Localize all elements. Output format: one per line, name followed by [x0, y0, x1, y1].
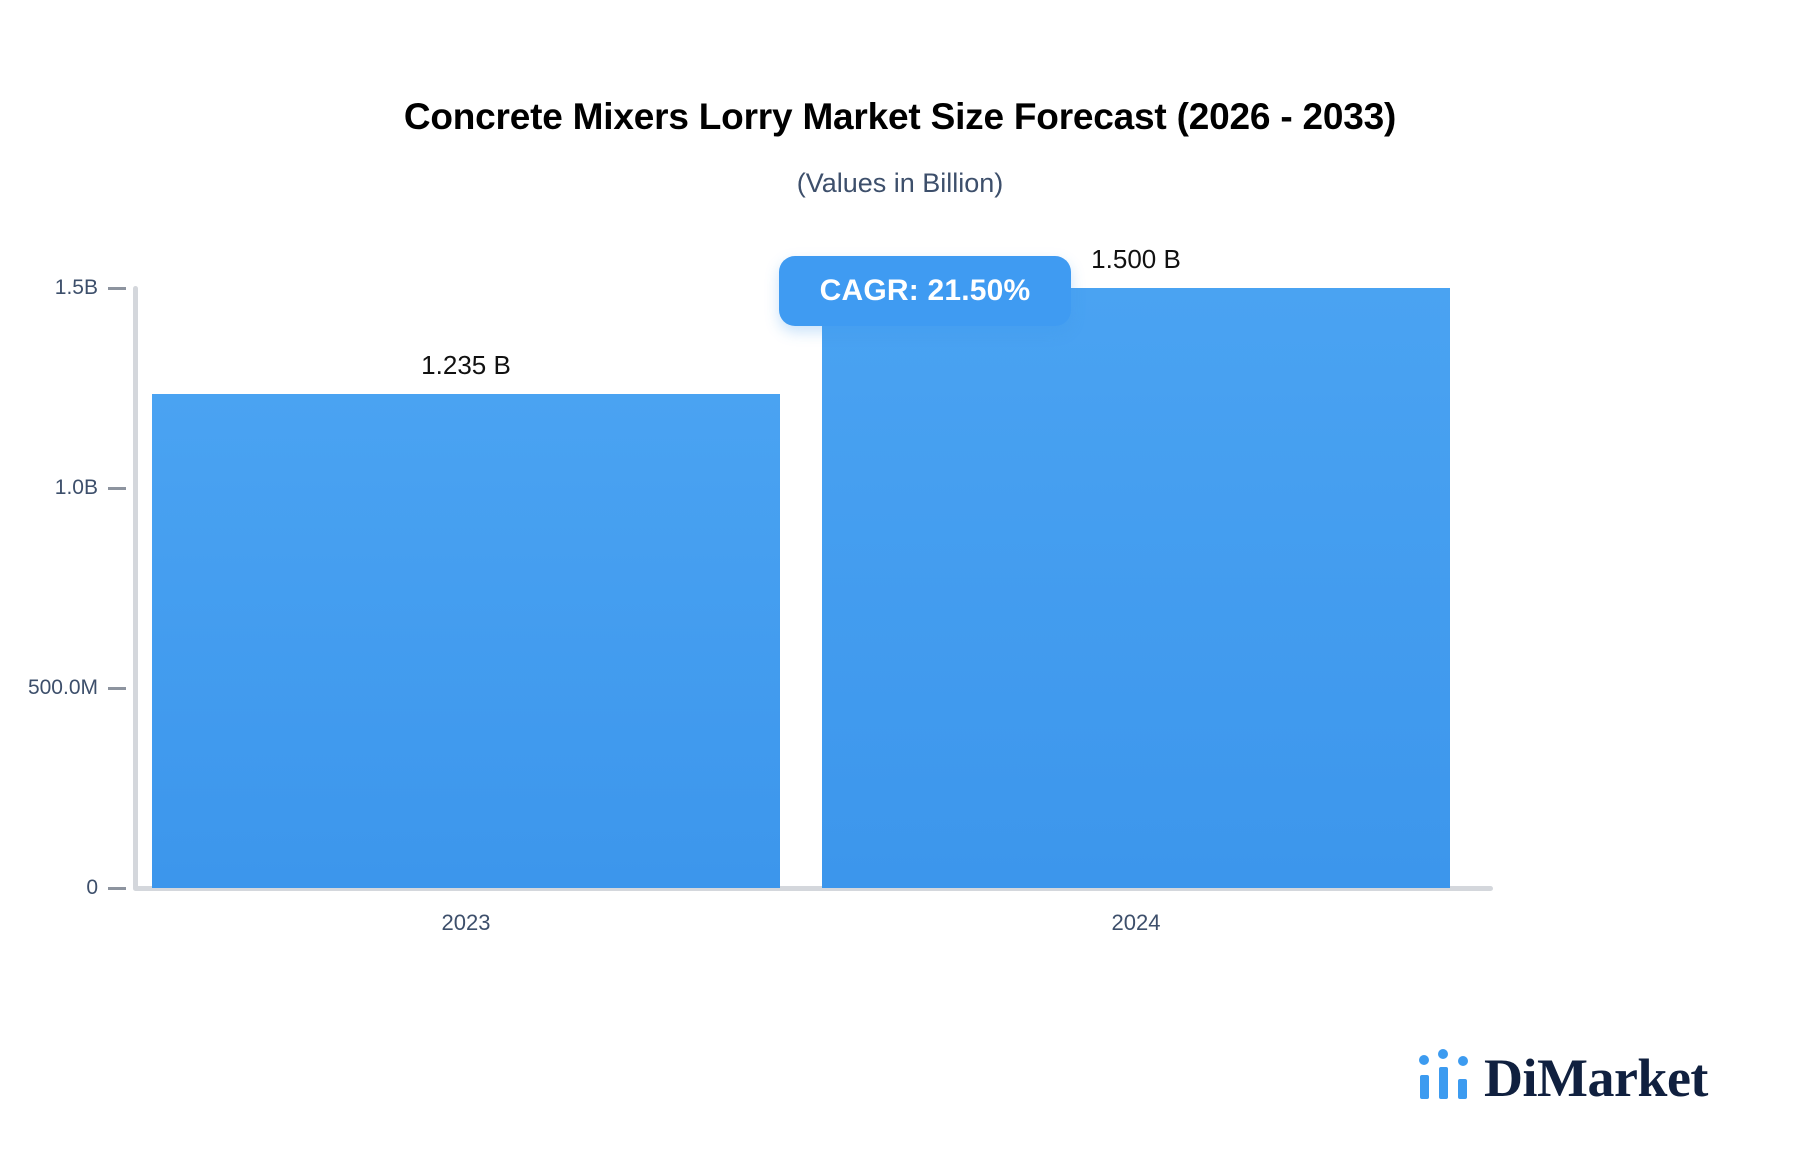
chart-title: Concrete Mixers Lorry Market Size Foreca… — [403, 96, 1397, 137]
y-tick-label: 500.0M — [27, 676, 98, 699]
y-axis-line — [133, 286, 138, 890]
cagr-badge-label: CAGR: 21.50% — [819, 274, 1031, 307]
y-tick-label: 1.5B — [54, 276, 98, 299]
x-axis-line — [133, 886, 1493, 891]
chart-subtitle: (Values in Billion) — [796, 168, 1004, 198]
bar[interactable] — [152, 394, 780, 888]
y-tick-mark — [108, 487, 126, 490]
bar-chart-icon — [1418, 1048, 1470, 1108]
y-tick-label: 1.0B — [54, 476, 98, 499]
cagr-badge[interactable]: CAGR: 21.50% — [779, 256, 1071, 326]
logo-wordmark: DiMarket — [1484, 1048, 1708, 1108]
bar[interactable] — [822, 288, 1450, 888]
y-tick-mark — [108, 887, 126, 890]
bar-value-label: 1.500 B — [1091, 244, 1181, 274]
x-category-label: 2023 — [441, 910, 491, 935]
dimarket-logo: DiMarket — [1418, 1046, 1708, 1110]
y-tick-mark — [108, 687, 126, 690]
y-tick-mark — [108, 287, 126, 290]
x-category-label: 2024 — [1111, 910, 1161, 935]
y-tick-label: 0 — [86, 876, 98, 899]
bar-value-label: 1.235 B — [421, 350, 511, 380]
